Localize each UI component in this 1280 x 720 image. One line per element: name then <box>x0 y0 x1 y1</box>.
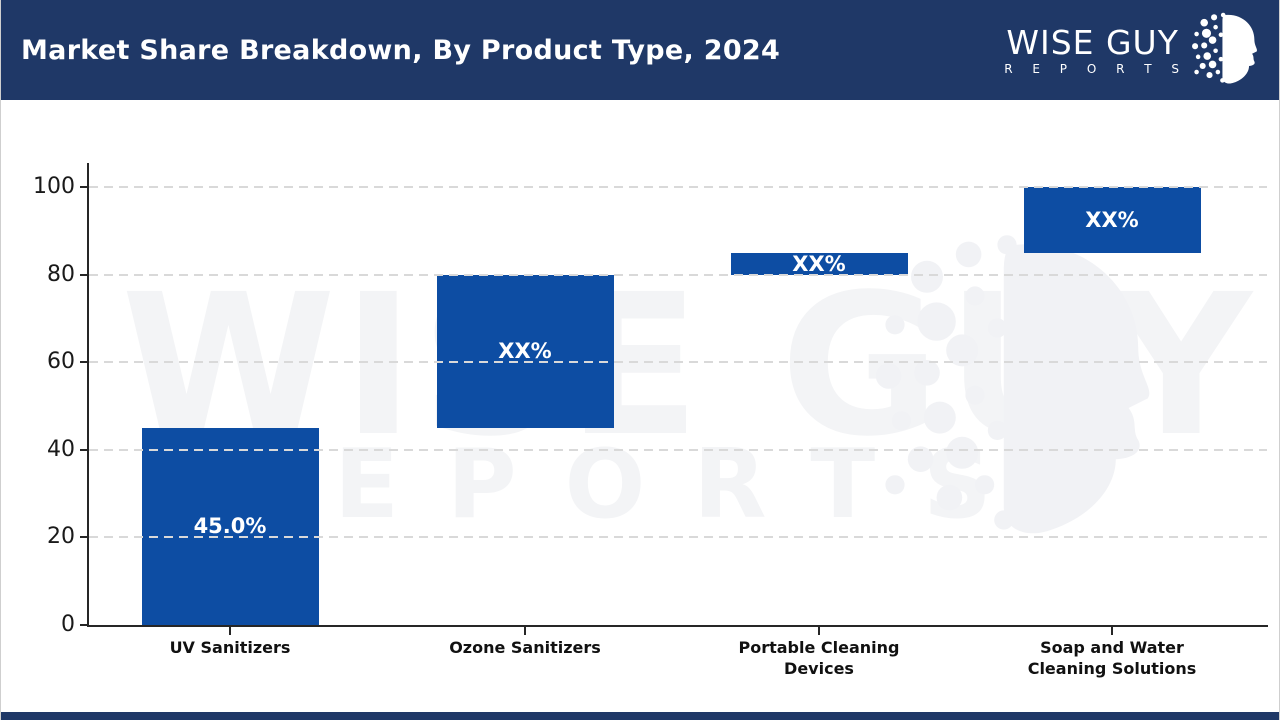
x-tick-mark <box>818 627 820 635</box>
y-tick-label: 20 <box>47 524 75 550</box>
bar-value-label: XX% <box>498 339 552 364</box>
bar-value-label: XX% <box>792 251 846 276</box>
background-watermark-face-icon <box>875 235 1150 534</box>
bar-segment: XX% <box>436 274 614 428</box>
logo-text: WISE GUY R E P O R T S <box>998 26 1187 75</box>
y-tick-mark <box>80 361 88 364</box>
y-tick-mark <box>80 624 88 626</box>
bar-segment: 45.0% <box>141 427 319 625</box>
y-tick-mark <box>80 186 88 188</box>
y-tick-mark <box>80 273 88 276</box>
gridline <box>89 273 1267 276</box>
y-tick-label: 100 <box>33 174 75 199</box>
wise-guy-reports-logo: WISE GUY R E P O R T S <box>998 9 1279 91</box>
gridline <box>89 361 1267 364</box>
y-tick-label: 80 <box>47 261 75 287</box>
header-band: Market Share Breakdown, By Product Type,… <box>1 0 1279 100</box>
background-watermark-subtext: REPORTS <box>213 430 1040 540</box>
logo-wordmark: WISE GUY <box>1006 22 1179 62</box>
x-axis-line <box>87 625 1268 627</box>
bar-value-label: XX% <box>1085 207 1139 232</box>
x-tick-mark <box>524 627 526 635</box>
y-tick-mark <box>80 536 88 539</box>
bar-value-label: 45.0% <box>193 514 267 539</box>
x-category-label: Soap and Water Cleaning Solutions <box>1027 638 1197 678</box>
gridline <box>89 186 1267 188</box>
x-tick-mark <box>1111 627 1113 635</box>
dotted-face-icon <box>1192 12 1257 84</box>
bar-segment: XX% <box>1023 187 1201 253</box>
x-category-label: Ozone Sanitizers <box>449 638 601 657</box>
page-title: Market Share Breakdown, By Product Type,… <box>21 34 781 66</box>
y-tick-label: 60 <box>47 349 75 375</box>
x-category-label: Portable Cleaning Devices <box>738 638 900 678</box>
y-tick-label: 40 <box>47 436 75 462</box>
y-axis-line <box>87 163 89 627</box>
footer-band <box>1 712 1279 720</box>
gridline <box>89 536 1267 539</box>
x-category-label: UV Sanitizers <box>169 638 291 657</box>
x-tick-mark <box>229 627 231 635</box>
logo-subtext: R E P O R T S <box>1004 61 1187 76</box>
y-tick-label: 0 <box>61 612 75 637</box>
bar-segment: XX% <box>730 251 908 276</box>
gridline <box>89 448 1267 451</box>
y-tick-mark <box>80 448 88 451</box>
